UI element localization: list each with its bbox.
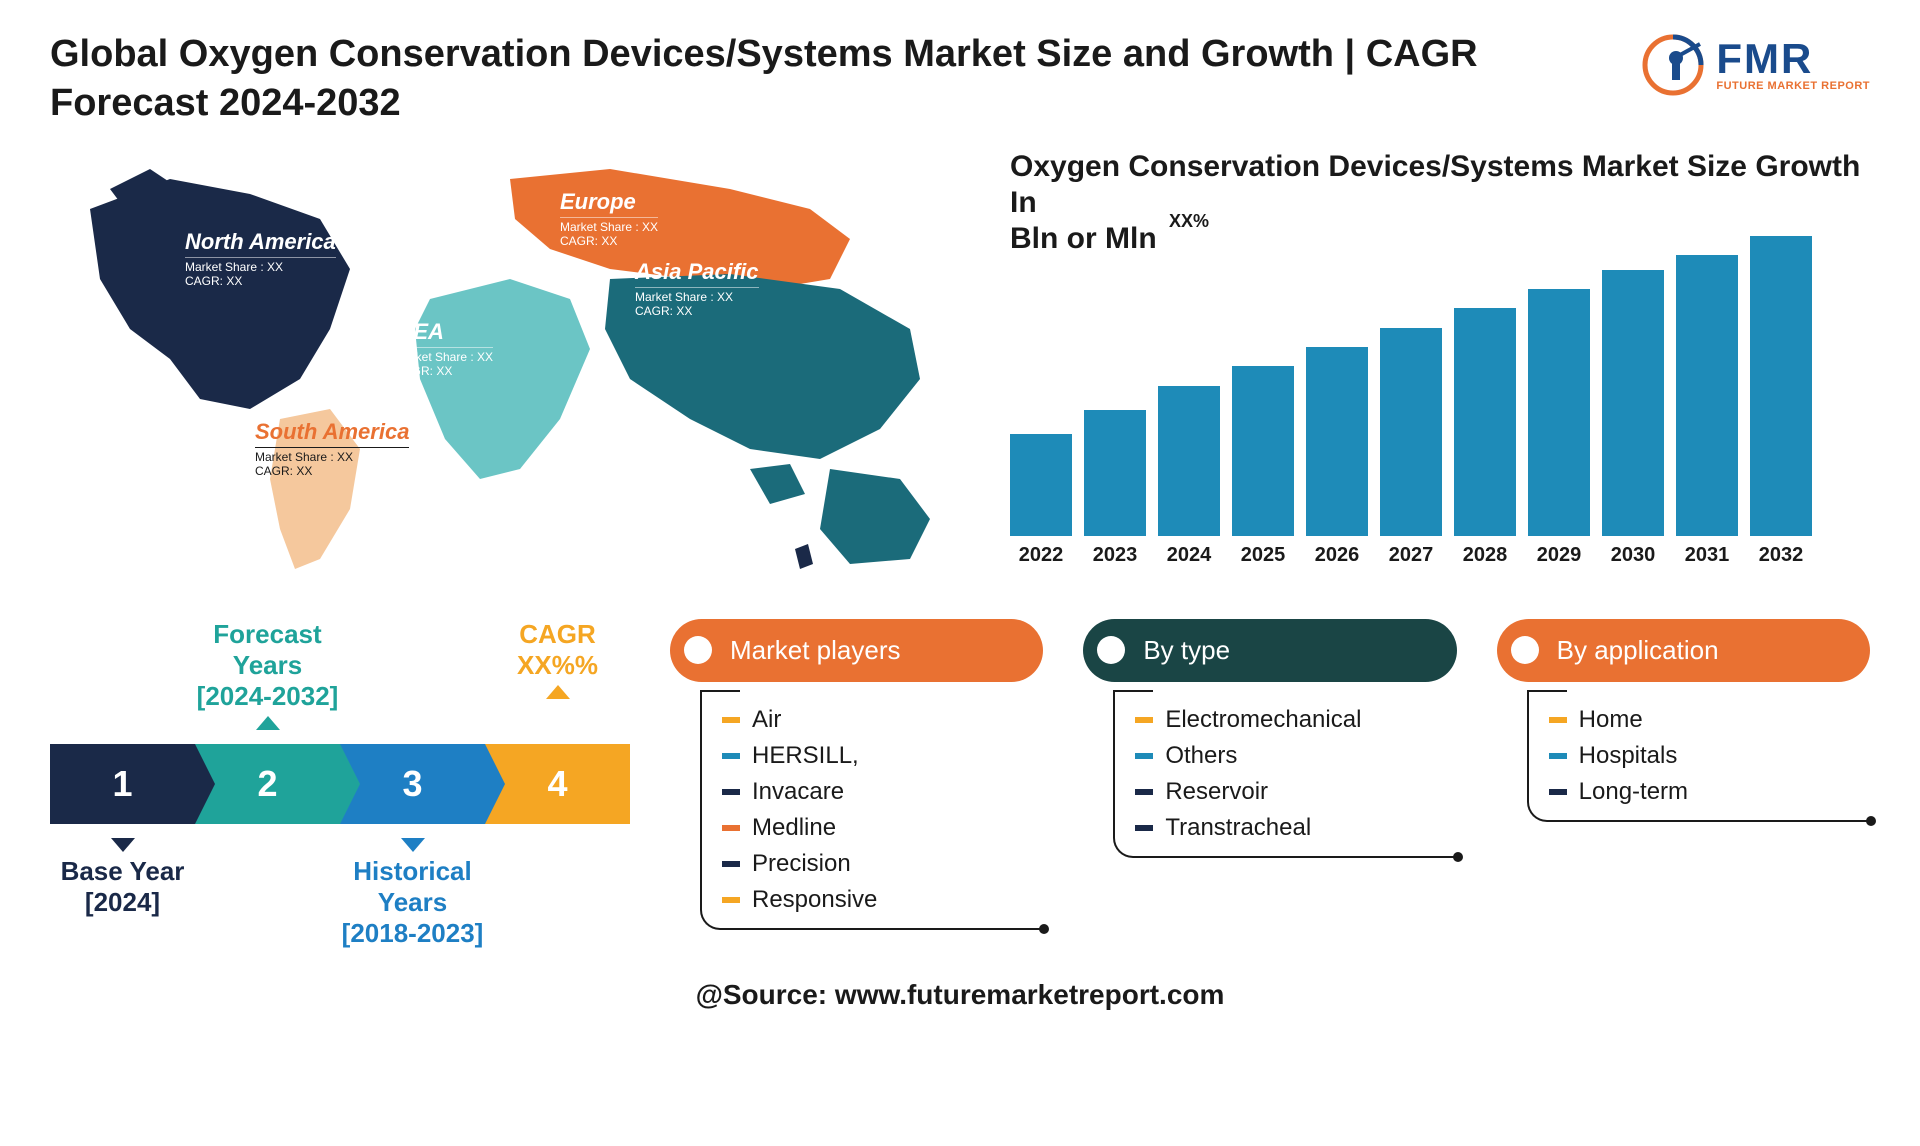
region-north-america: North America Market Share : XX CAGR: XX bbox=[185, 229, 336, 288]
cagr-label: CAGR XX%% bbox=[485, 619, 630, 734]
logo-subtitle: FUTURE MARKET REPORT bbox=[1716, 80, 1870, 92]
bar-2023: 2023 bbox=[1084, 410, 1146, 567]
forecast-years-label: Forecast Years [2024-2032] bbox=[195, 619, 340, 734]
list-item: Air bbox=[722, 702, 1043, 738]
list-item: Reservoir bbox=[1135, 774, 1456, 810]
list-item: Precision bbox=[722, 846, 1043, 882]
list-item: Others bbox=[1135, 738, 1456, 774]
by-type-column: By type ElectromechanicalOthersReservoir… bbox=[1083, 619, 1456, 949]
chart-title: Oxygen Conservation Devices/Systems Mark… bbox=[1010, 149, 1870, 257]
market-players-header: Market players bbox=[670, 619, 1043, 682]
list-item: Transtracheal bbox=[1135, 810, 1456, 846]
list-item: HERSILL, bbox=[722, 738, 1043, 774]
growth-bar-chart: Oxygen Conservation Devices/Systems Mark… bbox=[1010, 149, 1870, 579]
region-asia-pacific: Asia Pacific Market Share : XX CAGR: XX bbox=[635, 259, 759, 318]
region-europe: Europe Market Share : XX CAGR: XX bbox=[560, 189, 658, 248]
historical-years-label: Historical Years [2018-2023] bbox=[340, 834, 485, 949]
region-mea: MEA Market Share : XX CAGR: XX bbox=[395, 319, 493, 378]
timeline-seg-2: 2 bbox=[195, 744, 340, 824]
timeline: Forecast Years [2024-2032] CAGR XX%% 123… bbox=[50, 619, 630, 949]
region-south-america: South America Market Share : XX CAGR: XX bbox=[255, 419, 409, 478]
list-item: Long-term bbox=[1549, 774, 1870, 810]
by-application-column: By application HomeHospitalsLong-term bbox=[1497, 619, 1870, 949]
fmr-logo: FMR FUTURE MARKET REPORT bbox=[1638, 30, 1870, 100]
logo-globe-icon bbox=[1638, 30, 1708, 100]
list-item: Hospitals bbox=[1549, 738, 1870, 774]
world-map: North America Market Share : XX CAGR: XX… bbox=[50, 149, 970, 579]
list-item: Medline bbox=[722, 810, 1043, 846]
source-attribution: @Source: www.futuremarketreport.com bbox=[50, 979, 1870, 1011]
timeline-seg-1: 1 bbox=[50, 744, 195, 824]
bar-2027: 2027 bbox=[1380, 328, 1442, 567]
list-item: Invacare bbox=[722, 774, 1043, 810]
bar-2022: 2022 bbox=[1010, 434, 1072, 567]
bar-2028: 2028 bbox=[1454, 308, 1516, 566]
bar-2026: 2026 bbox=[1306, 347, 1368, 567]
page-title: Global Oxygen Conservation Devices/Syste… bbox=[50, 30, 1550, 129]
bar-2032: XX%2032 bbox=[1750, 236, 1812, 567]
list-item: Responsive bbox=[722, 882, 1043, 918]
bar-2029: 2029 bbox=[1528, 289, 1590, 567]
base-year-label: Base Year [2024] bbox=[50, 834, 195, 949]
list-item: Home bbox=[1549, 702, 1870, 738]
map-svg bbox=[50, 149, 970, 579]
timeline-seg-4: 4 bbox=[485, 744, 630, 824]
logo-text: FMR bbox=[1716, 38, 1870, 80]
by-application-header: By application bbox=[1497, 619, 1870, 682]
bar-2024: XX%2024 bbox=[1158, 386, 1220, 567]
market-players-column: Market players AirHERSILL,InvacareMedlin… bbox=[670, 619, 1043, 949]
bar-2025: 2025 bbox=[1232, 366, 1294, 566]
list-item: Electromechanical bbox=[1135, 702, 1456, 738]
bar-2031: 2031 bbox=[1676, 255, 1738, 567]
bar-2030: 2030 bbox=[1602, 270, 1664, 567]
timeline-seg-3: 3 bbox=[340, 744, 485, 824]
by-type-header: By type bbox=[1083, 619, 1456, 682]
